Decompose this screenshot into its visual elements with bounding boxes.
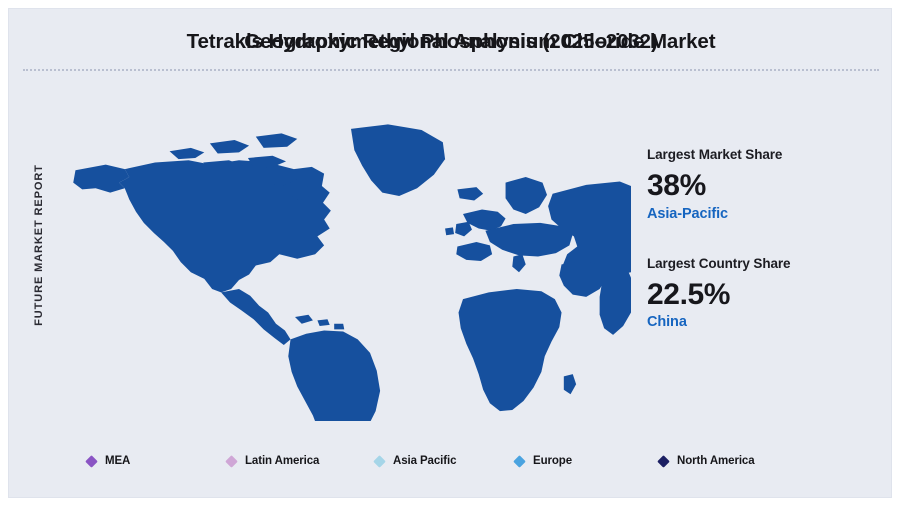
slide-card: Tetrakis Hydroxymethyl Phosphonium Chlor… [8,8,892,498]
legend-marker-icon [225,454,238,468]
legend-item-asia-pacific[interactable]: Asia Pacific [373,454,457,468]
stat-largest-country-share: Largest Country Share 22.5% China [647,256,883,331]
legend-marker-icon [85,454,98,468]
title-area: Tetrakis Hydroxymethyl Phosphonium Chlor… [9,27,893,75]
stat-label: Largest Country Share [647,255,791,271]
legend-label: Asia Pacific [393,455,457,467]
stat-label: Largest Market Share [647,147,783,162]
stat-value: 38% [647,169,706,202]
legend-marker-icon [373,454,386,468]
brand-watermark: FUTURE MARKET REPORT [33,164,45,326]
legend-item-latin-america[interactable]: Latin America [225,454,320,468]
title-divider [23,69,879,71]
legend-item-europe[interactable]: Europe [513,454,573,468]
stat-region: China [647,314,687,330]
page-title-overlay: Geographic Regional Analysis (2025–2032) [244,30,658,53]
stat-largest-market-share: Largest Market Share 38% Asia-Pacific [647,147,883,222]
world-map [71,101,631,421]
map-landmasses [73,124,631,421]
stat-value: 22.5% [647,277,731,311]
legend-label: Europe [533,455,573,467]
world-map-svg [73,124,631,421]
page-title: Tetrakis Hydroxymethyl Phosphonium Chlor… [186,30,716,53]
legend-marker-icon [657,454,670,468]
stat-region: Asia-Pacific [647,205,729,222]
stats-panel: Largest Market Share 38% Asia-Pacific La… [647,147,883,364]
legend-label: MEA [105,455,131,467]
legend-label: Latin America [245,455,320,467]
map-legend: MEA Latin America Asia Pacific Europe No… [85,453,787,479]
legend-item-north-america[interactable]: North America [657,454,755,468]
legend-marker-icon [513,454,526,468]
legend-label: North America [677,455,755,467]
legend-item-mea[interactable]: MEA [85,454,131,468]
